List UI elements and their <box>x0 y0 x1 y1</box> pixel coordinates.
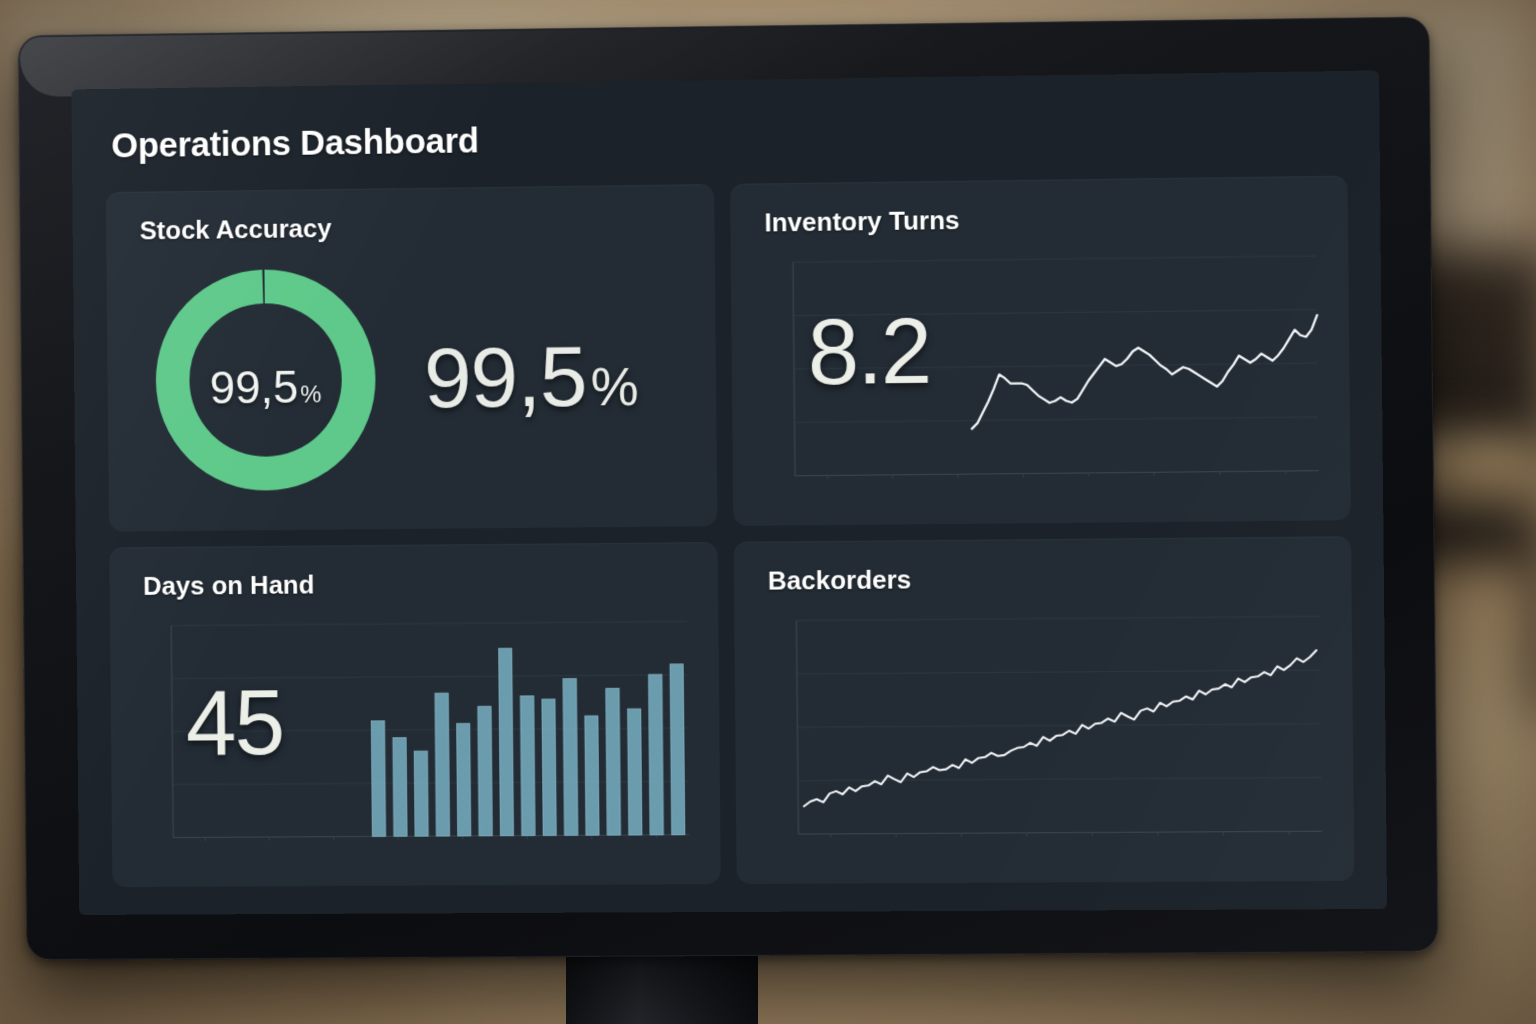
panel-inventory-turns[interactable]: Inventory Turns 8.2 <box>730 176 1351 526</box>
donut-center-unit: % <box>300 381 321 409</box>
stock-accuracy-big-value: 99,5% <box>424 327 638 428</box>
panel-title-stock-accuracy: Stock Accuracy <box>140 213 332 246</box>
panel-stock-accuracy[interactable]: Stock Accuracy 99,5% 99,5% <box>106 184 718 532</box>
page-title: Operations Dashboard <box>111 121 479 166</box>
monitor-bezel: Operations Dashboard Stock Accuracy 99,5… <box>18 17 1439 961</box>
panel-title-backorders: Backorders <box>768 564 912 596</box>
days-on-hand-value: 45 <box>185 671 283 776</box>
dashboard-grid: Stock Accuracy 99,5% 99,5% <box>106 176 1354 887</box>
panel-backorders[interactable]: Backorders <box>733 536 1354 884</box>
donut-center-value: 99,5 <box>210 360 299 415</box>
monitor-stand-neck <box>566 946 758 1024</box>
panel-title-inventory-turns: Inventory Turns <box>764 205 959 239</box>
panel-title-days-on-hand: Days on Hand <box>143 570 315 602</box>
backorders-svg <box>756 603 1336 870</box>
dashboard-screen: Operations Dashboard Stock Accuracy 99,5… <box>71 70 1387 915</box>
donut-center-label: 99,5% <box>150 263 382 496</box>
inventory-turns-value: 8.2 <box>807 300 930 407</box>
stock-accuracy-number: 99,5 <box>424 327 587 428</box>
stock-accuracy-unit: % <box>590 355 637 417</box>
backorders-chart[interactable] <box>756 603 1336 870</box>
panel-days-on-hand[interactable]: Days on Hand 45 <box>109 542 721 887</box>
stock-accuracy-donut: 99,5% <box>150 263 382 496</box>
gauge-body: 99,5% 99,5% <box>106 246 717 510</box>
